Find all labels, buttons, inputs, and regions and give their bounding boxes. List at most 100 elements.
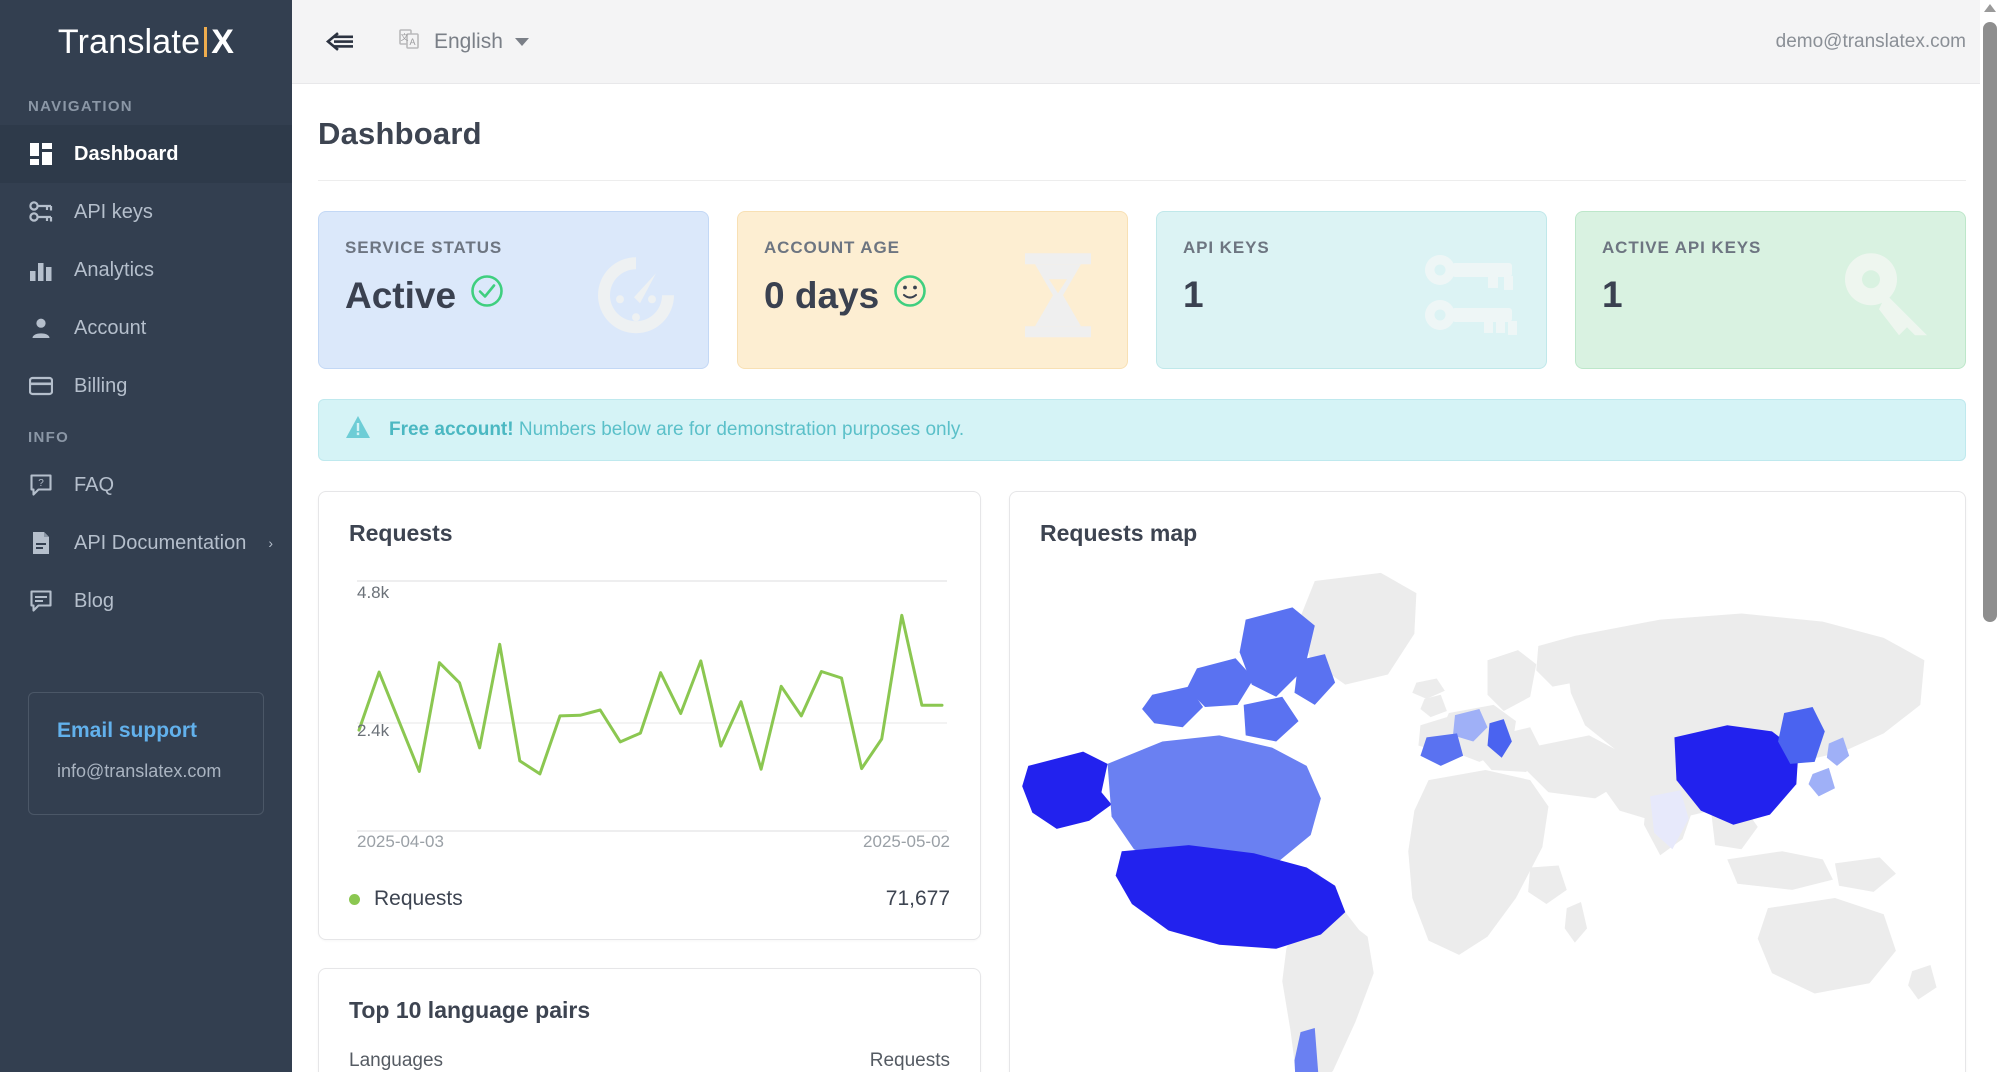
map-country-japan-2 [1808, 767, 1835, 797]
stat-card-value-row: Active [345, 274, 708, 317]
page-scrollbar[interactable] [1980, 0, 2000, 1072]
sidebar-item-dashboard[interactable]: Dashboard [0, 125, 292, 183]
sidebar-item-label: Dashboard [74, 142, 179, 165]
brand-divider [204, 27, 208, 57]
nav-section-info: INFO [28, 429, 70, 446]
email-support-address[interactable]: info@translatex.com [57, 761, 222, 781]
bar-chart-icon [28, 257, 54, 283]
sidebar: Translate X NAVIGATION Dashboard API keys… [0, 0, 292, 1072]
two-keys-icon [1424, 251, 1520, 344]
map-country-italy [1487, 719, 1512, 758]
world-map[interactable] [1010, 547, 1965, 1072]
scrollbar-thumb[interactable] [1983, 22, 1997, 622]
language-pairs-table-header: Languages Requests [319, 1024, 980, 1072]
map-country-united-states [1115, 845, 1346, 949]
stat-card-active-api-keys: ACTIVE API KEYS 1 [1575, 211, 1966, 369]
stat-card-value-row: 0 days [764, 274, 1127, 317]
sidebar-item-api-documentation[interactable]: API Documentation › [0, 514, 292, 572]
scroll-up-arrow-icon[interactable] [1984, 4, 1996, 12]
stat-card-value: 1 [1602, 274, 1623, 315]
map-country-chile [1294, 1028, 1319, 1072]
stat-card-service-status: SERVICE STATUS Active [318, 211, 709, 369]
requests-panel-title: Requests [349, 520, 453, 546]
email-support-title[interactable]: Email support [57, 719, 198, 742]
alert-text: Free account! Numbers below are for demo… [389, 419, 964, 441]
user-email[interactable]: demo@translatex.com [1775, 30, 1966, 52]
smiley-icon [893, 274, 927, 317]
sidebar-item-api-keys[interactable]: API keys [0, 183, 292, 241]
sidebar-item-account[interactable]: Account [0, 299, 292, 357]
stat-card-value-row: 1 [1602, 274, 1965, 316]
free-account-alert: Free account! Numbers below are for demo… [318, 399, 1966, 461]
sidebar-item-label: FAQ [74, 473, 115, 496]
legend-total: 71,677 [885, 887, 950, 910]
svg-text:文: 文 [401, 32, 409, 42]
stat-card-api-keys: API KEYS 1 [1156, 211, 1547, 369]
map-country-canada [1107, 735, 1321, 874]
right-column: Requests map [1009, 491, 1966, 1072]
map-country-arctic-islands-3 [1142, 686, 1204, 728]
hourglass-icon [1015, 249, 1101, 346]
email-support-card: Email support info@translatex.com [28, 692, 264, 815]
stat-card-label: API KEYS [1183, 238, 1270, 257]
map-country-alaska [1022, 751, 1112, 829]
stat-card-label: SERVICE STATUS [345, 238, 503, 257]
stat-card-value: Active [345, 274, 457, 316]
sidebar-item-label: Billing [74, 374, 128, 397]
document-icon [28, 530, 54, 556]
sidebar-item-label: API Documentation [74, 531, 247, 554]
sidebar-item-billing[interactable]: Billing [0, 357, 292, 415]
sidebar-item-faq[interactable]: ? FAQ [0, 456, 292, 514]
svg-text:A: A [409, 37, 415, 47]
map-country-spain [1420, 733, 1464, 766]
sidebar-item-label: Account [74, 316, 147, 339]
language-pairs-panel: Top 10 language pairs Languages Requests [318, 968, 981, 1072]
stat-card-label: ACCOUNT AGE [764, 238, 900, 257]
credit-card-icon [28, 373, 54, 399]
legend-label: Requests [374, 887, 463, 910]
y-tick-top: 4.8k [357, 583, 390, 602]
column-header-languages: Languages [349, 1050, 444, 1071]
stat-cards: SERVICE STATUS Active [318, 211, 1966, 369]
sidebar-item-blog[interactable]: Blog [0, 572, 292, 630]
requests-chart-legend: Requests 71,677 [319, 869, 980, 939]
dashboard-icon [28, 141, 54, 167]
map-highlighted-countries [1022, 607, 1850, 1072]
header-divider [318, 180, 1966, 181]
collapse-sidebar-icon[interactable] [318, 20, 362, 64]
map-country-arctic-islands-2 [1186, 658, 1254, 707]
requests-chart[interactable]: 4.8k 2.4k 2025-04-03 2025-05-02 [319, 547, 980, 869]
map-country-arctic-islands-4 [1243, 696, 1299, 742]
stat-card-account-age: ACCOUNT AGE 0 days [737, 211, 1128, 369]
svg-text:?: ? [38, 478, 44, 489]
dashboard-panels: Requests 4.8k 2.4k 2025-04-03 202 [318, 491, 1966, 1072]
check-circle-icon [470, 274, 504, 317]
key-icon [1841, 249, 1939, 346]
sidebar-item-analytics[interactable]: Analytics [0, 241, 292, 299]
x-tick-start: 2025-04-03 [357, 832, 444, 851]
brand-name-right: X [211, 22, 235, 61]
requests-map-panel: Requests map [1009, 491, 1966, 1072]
chart-series-requests [357, 613, 944, 776]
alert-body: Numbers below are for demonstration purp… [513, 419, 965, 440]
y-tick-mid: 2.4k [357, 721, 390, 740]
alert-strong: Free account! [389, 419, 514, 440]
map-country-south-korea [1778, 706, 1825, 764]
map-country-japan-1 [1826, 737, 1850, 766]
requests-panel: Requests 4.8k 2.4k 2025-04-03 202 [318, 491, 981, 940]
column-header-requests: Requests [869, 1050, 950, 1071]
legend-dot-icon [349, 893, 360, 905]
brand-logo[interactable]: Translate X [0, 0, 292, 84]
speedometer-icon [590, 249, 682, 346]
requests-map-title: Requests map [1040, 520, 1198, 546]
world-map-svg [1022, 572, 1937, 1072]
map-country-france [1452, 708, 1488, 742]
map-country-india [1650, 790, 1689, 850]
legend-entry: Requests [349, 887, 463, 911]
map-country-china [1674, 725, 1799, 825]
